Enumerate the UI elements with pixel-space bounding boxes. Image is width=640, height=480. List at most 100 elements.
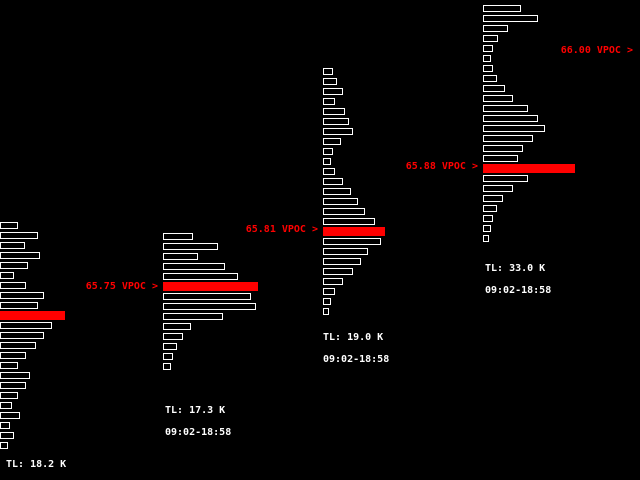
volume-bar	[0, 392, 18, 399]
volume-bar	[483, 65, 493, 72]
volume-bar	[483, 25, 508, 32]
volume-bar	[0, 332, 44, 339]
volume-bar	[163, 303, 256, 310]
volume-bar	[483, 215, 493, 222]
volume-bar	[0, 442, 8, 449]
volume-bar	[0, 412, 20, 419]
volume-bar	[0, 242, 25, 249]
volume-bar	[323, 188, 351, 195]
volume-bar	[163, 243, 218, 250]
volume-bar	[0, 252, 40, 259]
volume-bar	[323, 288, 335, 295]
volume-bar	[483, 125, 545, 132]
volume-bar	[0, 402, 12, 409]
volume-bar	[483, 35, 498, 42]
volume-bar	[163, 363, 171, 370]
volume-bar	[0, 432, 14, 439]
volume-bar	[483, 185, 513, 192]
volume-bar	[483, 55, 491, 62]
volume-profile-session-2	[163, 233, 258, 373]
total-volume-label: TL: 33.0 K	[485, 263, 546, 274]
vpoc-price-label-offscreen: 66.00 VPOC >	[560, 45, 633, 56]
volume-bar	[323, 248, 368, 255]
volume-bar	[323, 208, 365, 215]
volume-bar	[483, 195, 503, 202]
volume-bar	[163, 333, 183, 340]
volume-bar	[323, 148, 333, 155]
volume-bar	[163, 313, 223, 320]
session-time-label: 09:02-18:58	[165, 427, 232, 438]
volume-bar	[0, 322, 52, 329]
volume-bar	[0, 302, 38, 309]
volume-bar	[163, 253, 198, 260]
volume-bar	[483, 145, 523, 152]
volume-bar	[0, 292, 44, 299]
volume-bar	[483, 235, 489, 242]
volume-bar	[163, 263, 225, 270]
volume-bar	[323, 138, 341, 145]
volume-bar	[0, 282, 26, 289]
total-volume-label: TL: 17.3 K	[165, 405, 226, 416]
volume-bar	[0, 262, 28, 269]
volume-bar	[323, 158, 331, 165]
volume-bar	[323, 238, 381, 245]
vpoc-bar	[483, 164, 575, 173]
session-time-label: 09:02-18:58	[323, 354, 390, 365]
total-volume-label: TL: 19.0 K	[323, 332, 384, 343]
volume-bar	[0, 422, 10, 429]
volume-bar	[483, 225, 491, 232]
volume-bar	[323, 198, 358, 205]
volume-bar	[323, 278, 343, 285]
volume-bar	[163, 293, 251, 300]
volume-bar	[323, 118, 349, 125]
vpoc-price-label: 65.81 VPOC >	[245, 224, 318, 235]
volume-bar	[323, 258, 361, 265]
volume-profile-session-4	[483, 5, 575, 245]
volume-bar	[163, 233, 193, 240]
volume-bar	[163, 323, 191, 330]
volume-bar	[483, 5, 521, 12]
volume-bar	[163, 353, 173, 360]
volume-bar	[0, 382, 26, 389]
volume-bar	[483, 75, 497, 82]
volume-bar	[323, 218, 375, 225]
volume-bar	[0, 352, 26, 359]
volume-bar	[323, 268, 353, 275]
volume-bar	[323, 98, 335, 105]
vpoc-price-label: 65.75 VPOC >	[85, 281, 158, 292]
volume-bar	[323, 308, 329, 315]
volume-bar	[483, 205, 497, 212]
volume-bar	[323, 68, 333, 75]
volume-bar	[0, 232, 38, 239]
volume-bar	[323, 78, 337, 85]
volume-bar	[323, 298, 331, 305]
volume-bar	[483, 175, 528, 182]
volume-bar	[163, 343, 177, 350]
volume-bar	[0, 272, 14, 279]
volume-bar	[0, 372, 30, 379]
volume-bar	[323, 88, 343, 95]
volume-bar	[323, 178, 343, 185]
volume-bar	[483, 135, 533, 142]
volume-bar	[323, 108, 345, 115]
volume-bar	[0, 362, 18, 369]
total-volume-label: TL: 18.2 K	[6, 459, 67, 470]
volume-profile-session-3	[323, 68, 385, 318]
session-time-label: 09:02-18:58	[485, 285, 552, 296]
volume-bar	[163, 273, 238, 280]
volume-bar	[483, 115, 538, 122]
volume-bar	[483, 45, 493, 52]
volume-bar	[323, 168, 335, 175]
volume-bar	[483, 155, 518, 162]
volume-bar	[483, 105, 528, 112]
volume-bar	[0, 222, 18, 229]
volume-profile-session-1	[0, 222, 65, 452]
volume-bar	[483, 95, 513, 102]
volume-bar	[323, 128, 353, 135]
vpoc-price-label: 65.88 VPOC >	[405, 161, 478, 172]
volume-bar	[483, 85, 505, 92]
volume-bar	[0, 342, 36, 349]
volume-bar	[483, 15, 538, 22]
vpoc-bar	[163, 282, 258, 291]
